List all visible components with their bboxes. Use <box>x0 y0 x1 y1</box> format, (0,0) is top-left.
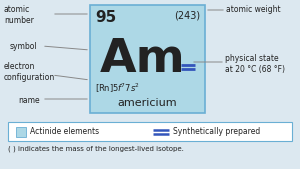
Text: atomic weight: atomic weight <box>226 5 280 14</box>
Text: ( ) indicates the mass of the longest-lived isotope.: ( ) indicates the mass of the longest-li… <box>8 145 184 151</box>
Text: Actinide elements: Actinide elements <box>30 127 99 136</box>
Text: americium: americium <box>118 98 177 108</box>
Text: name: name <box>18 96 40 105</box>
Text: atomic
number: atomic number <box>4 5 34 25</box>
Bar <box>8 122 292 141</box>
Text: 95: 95 <box>95 10 116 25</box>
Bar <box>16 127 26 137</box>
Text: Synthetically prepared: Synthetically prepared <box>173 127 260 136</box>
Text: physical state
at 20 °C (68 °F): physical state at 20 °C (68 °F) <box>225 54 285 74</box>
Text: [Rn]5$\it{f}$$^7$7$\it{s}$$^2$: [Rn]5$\it{f}$$^7$7$\it{s}$$^2$ <box>95 82 140 95</box>
Text: electron
configuration: electron configuration <box>4 62 55 82</box>
Text: (243): (243) <box>174 10 200 20</box>
Bar <box>90 5 205 113</box>
Text: Am: Am <box>100 38 185 82</box>
Text: symbol: symbol <box>10 42 38 51</box>
